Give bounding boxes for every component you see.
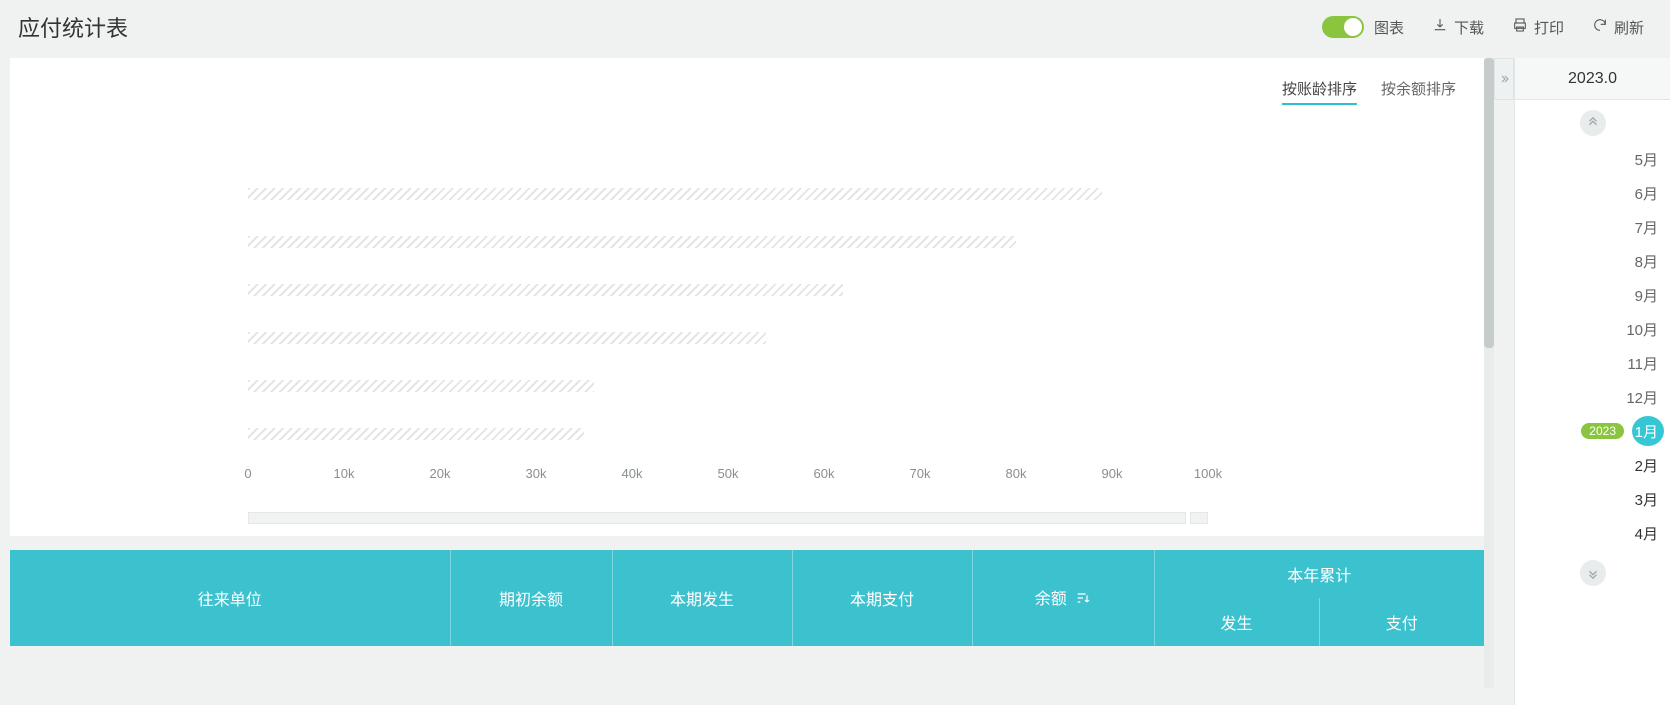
- period-scroll-up-button[interactable]: [1580, 110, 1606, 136]
- header-actions: 图表 下载 打印 刷新: [1322, 16, 1644, 38]
- print-icon: [1512, 17, 1528, 37]
- print-label: 打印: [1534, 17, 1564, 38]
- col-period-pay[interactable]: 本期支付: [792, 550, 972, 646]
- col-balance[interactable]: 余额: [972, 550, 1154, 646]
- x-tick: 80k: [1006, 466, 1027, 481]
- sort-tab-by-age[interactable]: 按账龄排序: [1282, 78, 1357, 105]
- period-month-list: 5月6月7月8月9月10月11月12月20231月2月3月4月: [1515, 142, 1670, 550]
- x-tick: 20k: [430, 466, 451, 481]
- period-year-badge: 2023: [1581, 423, 1624, 439]
- x-tick: 50k: [718, 466, 739, 481]
- chart-bar[interactable]: [248, 236, 1016, 248]
- period-month-label: 6月: [1635, 183, 1658, 204]
- x-tick: 70k: [910, 466, 931, 481]
- col-vendor[interactable]: 往来单位: [10, 550, 450, 646]
- x-tick: 30k: [526, 466, 547, 481]
- sort-tabs: 按账龄排序 按余额排序: [1282, 78, 1456, 105]
- col-period-occur[interactable]: 本期发生: [612, 550, 792, 646]
- period-month-item[interactable]: 11月: [1627, 346, 1658, 380]
- period-month-item[interactable]: 20231月: [1635, 414, 1658, 448]
- print-button[interactable]: 打印: [1512, 17, 1564, 38]
- download-button[interactable]: 下载: [1432, 17, 1484, 38]
- period-current-label[interactable]: 2023.0: [1515, 58, 1670, 100]
- period-panel: 2023.0 5月6月7月8月9月10月11月12月20231月2月3月4月: [1514, 58, 1670, 705]
- chart-toggle-label: 图表: [1374, 17, 1404, 38]
- chart-bar[interactable]: [248, 332, 766, 344]
- period-month-label: 1月: [1635, 421, 1658, 442]
- period-month-label: 7月: [1635, 217, 1658, 238]
- refresh-button[interactable]: 刷新: [1592, 17, 1644, 38]
- period-month-label: 5月: [1635, 149, 1658, 170]
- chart-horizontal-scrollbar[interactable]: [248, 512, 1208, 524]
- x-tick: 100k: [1194, 466, 1222, 481]
- sort-desc-icon: [1075, 590, 1091, 611]
- col-ytd-group: 本年累计: [1154, 550, 1484, 598]
- period-month-item[interactable]: 4月: [1635, 516, 1658, 550]
- content-vertical-scrollbar[interactable]: [1484, 58, 1494, 688]
- chart-toggle-group: 图表: [1322, 16, 1404, 38]
- col-ytd-pay[interactable]: 支付: [1319, 598, 1484, 646]
- x-tick: 0: [244, 466, 251, 481]
- x-tick: 40k: [622, 466, 643, 481]
- page-header: 应付统计表 图表 下载 打印 刷新: [0, 0, 1670, 54]
- chart-bar[interactable]: [248, 188, 1102, 200]
- x-tick: 10k: [334, 466, 355, 481]
- x-tick: 60k: [814, 466, 835, 481]
- x-tick: 90k: [1102, 466, 1123, 481]
- chart-bar[interactable]: [248, 428, 584, 440]
- col-ytd-occur[interactable]: 发生: [1154, 598, 1319, 646]
- period-month-item[interactable]: 7月: [1635, 210, 1658, 244]
- period-month-item[interactable]: 12月: [1626, 380, 1658, 414]
- page-title: 应付统计表: [18, 11, 128, 43]
- period-month-item[interactable]: 3月: [1635, 482, 1658, 516]
- chart-card: 按账龄排序 按余额排序 0 10k 20k 30k 40k 50k 60k 70k 80k 90k…: [10, 58, 1484, 536]
- period-month-label: 10月: [1626, 319, 1658, 340]
- period-month-item[interactable]: 10月: [1626, 312, 1658, 346]
- chart-x-axis: 010k20k30k40k50k60k70k80k90k100k: [248, 466, 1228, 486]
- period-month-label: 9月: [1635, 285, 1658, 306]
- content-wrap: 按账龄排序 按余额排序 0 10k 20k 30k 40k 50k 60k 70k 80k 90k…: [10, 58, 1484, 705]
- period-month-label: 2月: [1635, 455, 1658, 476]
- period-month-item[interactable]: 6月: [1635, 176, 1658, 210]
- period-panel-collapse-button[interactable]: [1494, 58, 1514, 100]
- chart-plot-area: [248, 188, 1208, 448]
- refresh-icon: [1592, 17, 1608, 37]
- period-month-item[interactable]: 2月: [1635, 448, 1658, 482]
- col-balance-label: 余额: [1035, 591, 1067, 608]
- period-month-label: 11月: [1627, 353, 1658, 374]
- period-month-label: 8月: [1635, 251, 1658, 272]
- download-icon: [1432, 17, 1448, 37]
- period-month-item[interactable]: 8月: [1635, 244, 1658, 278]
- period-month-label: 3月: [1635, 489, 1658, 510]
- scrollbar-thumb[interactable]: [1484, 58, 1494, 348]
- chart-bar[interactable]: [248, 284, 843, 296]
- chart-toggle-switch[interactable]: [1322, 16, 1364, 38]
- col-opening[interactable]: 期初余额: [450, 550, 612, 646]
- period-month-item[interactable]: 5月: [1635, 142, 1658, 176]
- table-header: 往来单位 期初余额 本期发生 本期支付 余额 本年累计 发生 支付: [10, 550, 1484, 646]
- sort-tab-by-balance[interactable]: 按余额排序: [1381, 78, 1456, 105]
- period-month-label: 4月: [1635, 523, 1658, 544]
- refresh-label: 刷新: [1614, 17, 1644, 38]
- download-label: 下载: [1454, 17, 1484, 38]
- period-month-label: 12月: [1626, 387, 1658, 408]
- table-card: 往来单位 期初余额 本期发生 本期支付 余额 本年累计 发生 支付: [10, 550, 1484, 705]
- chart-bar[interactable]: [248, 380, 594, 392]
- period-month-item[interactable]: 9月: [1635, 278, 1658, 312]
- period-scroll-down-button[interactable]: [1580, 560, 1606, 586]
